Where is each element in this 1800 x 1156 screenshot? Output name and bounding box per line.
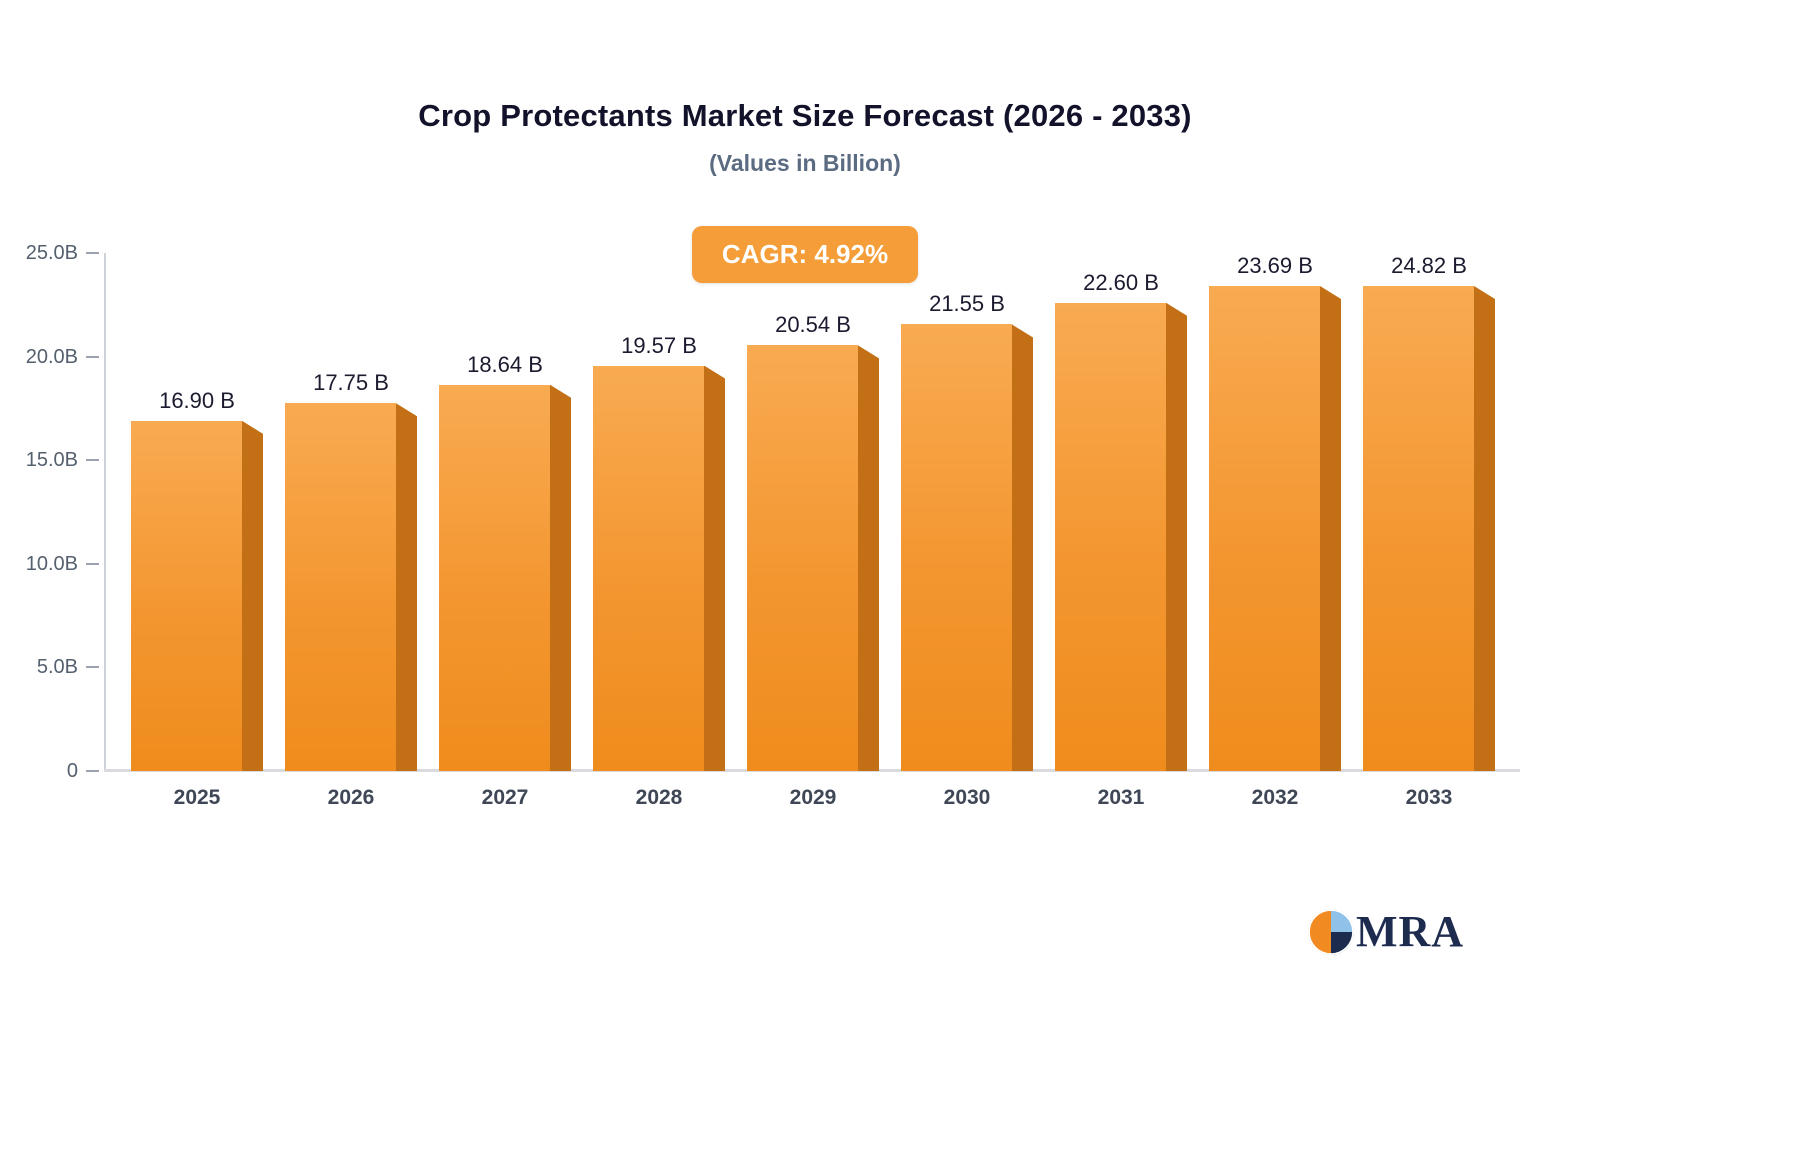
bar bbox=[901, 324, 1033, 771]
bar-side-face bbox=[550, 384, 571, 771]
bar-side-face bbox=[1166, 302, 1187, 771]
cagr-badge: CAGR: 4.92% bbox=[691, 226, 919, 283]
bar-column: 22.60 B bbox=[1044, 253, 1198, 771]
bar-face bbox=[593, 365, 704, 771]
x-axis-label: 2032 bbox=[1251, 786, 1299, 809]
bar-column: 24.82 B bbox=[1352, 253, 1506, 771]
bar bbox=[593, 365, 725, 771]
x-axis-label: 2028 bbox=[635, 786, 683, 809]
bar-value-label: 23.69 B bbox=[1237, 253, 1313, 278]
y-tick-label: 10.0B bbox=[25, 552, 78, 575]
bar-value-label: 19.57 B bbox=[621, 332, 697, 358]
chart-title: Crop Protectants Market Size Forecast (2… bbox=[418, 98, 1192, 133]
x-axis-label: 2030 bbox=[943, 786, 991, 809]
bar-value-label: 18.64 B bbox=[467, 351, 543, 377]
bar-column: 18.64 B bbox=[428, 253, 582, 771]
bar-column: 21.55 B bbox=[890, 253, 1044, 771]
bars: 16.90 B 17.75 B 18.64 B 19.57 B 20.54 B 21.55… bbox=[120, 253, 1506, 771]
bar-column: 23.69 B bbox=[1198, 253, 1352, 771]
bar bbox=[1055, 302, 1187, 771]
bar-column: 16.90 B bbox=[120, 253, 274, 771]
y-tick-mark bbox=[86, 252, 99, 254]
x-axis-label: 2027 bbox=[481, 786, 529, 809]
x-axis-label: 2029 bbox=[789, 786, 837, 809]
bar-side-face bbox=[858, 345, 879, 771]
brand-logo-text: MRA bbox=[1356, 907, 1465, 956]
bar-side-face bbox=[1012, 324, 1033, 771]
bar-value-label: 16.90 B bbox=[159, 387, 235, 413]
pie-logo-icon bbox=[1308, 908, 1354, 955]
bar-value-label: 21.55 B bbox=[929, 291, 1005, 317]
x-axis-labels: 2025 2026 2027 2028 2029 2030 2031 2032 2033 bbox=[120, 786, 1506, 810]
x-axis-label: 2025 bbox=[173, 786, 221, 809]
bar-face bbox=[747, 345, 858, 771]
bar-side-face bbox=[1320, 286, 1341, 771]
bar-column: 17.75 B bbox=[274, 253, 428, 771]
x-axis-label: 2026 bbox=[327, 786, 375, 809]
bar bbox=[439, 384, 571, 771]
bar-face bbox=[901, 324, 1012, 771]
bar-face bbox=[1363, 286, 1474, 771]
y-tick-label: 5.0B bbox=[36, 656, 78, 679]
bar-side-face bbox=[396, 403, 417, 771]
y-tick-mark bbox=[86, 355, 99, 358]
bar bbox=[131, 420, 263, 771]
y-tick-mark bbox=[86, 666, 99, 669]
x-axis-label: 2031 bbox=[1097, 786, 1145, 809]
bar bbox=[285, 403, 417, 771]
y-tick-label: 25.0B bbox=[25, 242, 78, 264]
y-tick-mark bbox=[86, 770, 99, 772]
bar-face bbox=[285, 403, 396, 771]
bar-face bbox=[439, 384, 550, 771]
bar-face bbox=[131, 420, 242, 771]
brand-logo: MRA bbox=[1308, 906, 1464, 957]
bar bbox=[747, 345, 879, 771]
x-axis-label: 2033 bbox=[1405, 786, 1453, 809]
y-tick-mark bbox=[86, 459, 99, 462]
bar-column: 20.54 B bbox=[736, 253, 890, 771]
y-axis-line bbox=[104, 253, 106, 771]
bar-value-label: 20.54 B bbox=[775, 312, 851, 338]
y-tick-label: 15.0B bbox=[25, 449, 78, 472]
bar-side-face bbox=[1474, 286, 1495, 771]
bar-face bbox=[1209, 286, 1320, 771]
bar-face bbox=[1055, 302, 1166, 771]
bar-value-label: 22.60 B bbox=[1083, 269, 1159, 295]
bar bbox=[1363, 286, 1495, 771]
y-tick-mark bbox=[86, 562, 99, 565]
y-tick-label: 0 bbox=[66, 760, 78, 782]
bar-side-face bbox=[704, 365, 725, 771]
cagr-badge-wrap: CAGR: 4.92% bbox=[0, 226, 1610, 283]
chart-subtitle: (Values in Billion) bbox=[709, 150, 901, 176]
bar-column: 19.57 B bbox=[582, 253, 736, 771]
bar-side-face bbox=[242, 420, 263, 771]
bar-value-label: 17.75 B bbox=[313, 370, 389, 396]
bar bbox=[1209, 286, 1341, 771]
bar-value-label: 24.82 B bbox=[1391, 253, 1467, 278]
y-tick-label: 20.0B bbox=[25, 345, 78, 368]
